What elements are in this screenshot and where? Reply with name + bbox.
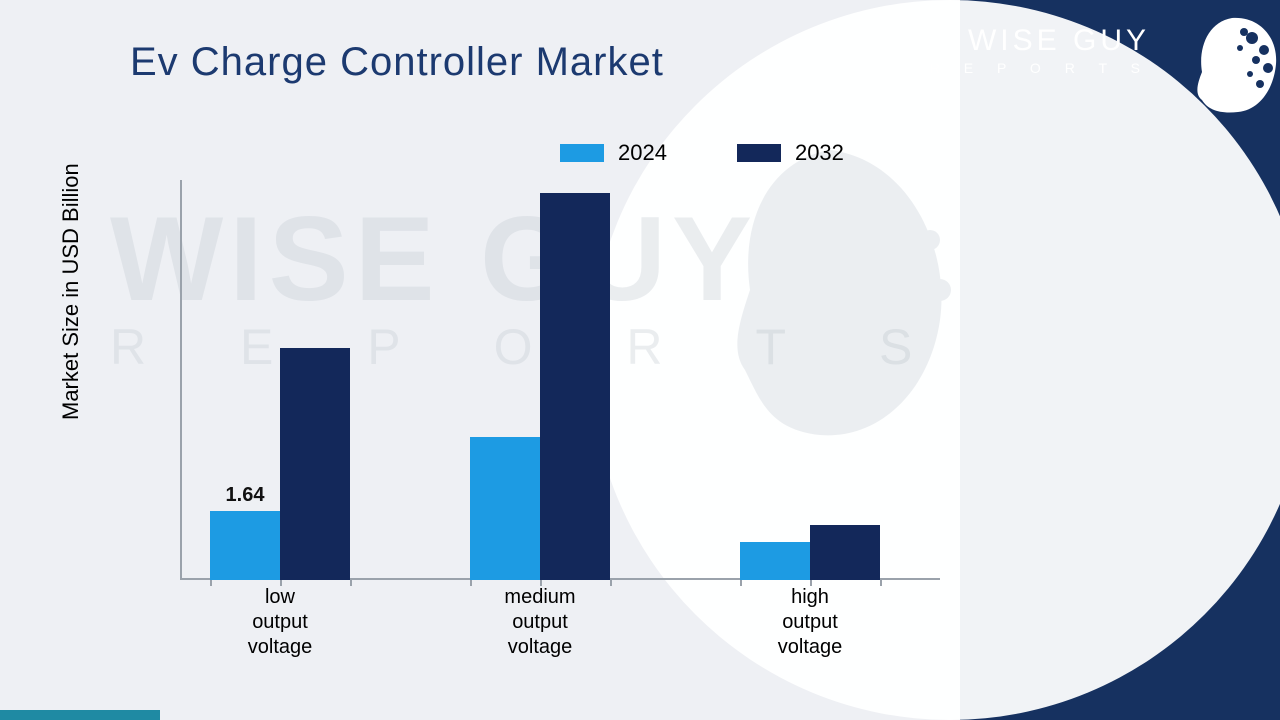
- plot-area: 1.64 lowoutputvoltagemediumoutputvoltage…: [180, 180, 940, 580]
- legend-swatch-2024: [560, 144, 604, 162]
- chart-slide: WISE GUY R E P O R T S WISE GUY R E P O …: [0, 0, 1280, 720]
- brand-head-icon: [1190, 14, 1280, 114]
- category-label: mediumoutputvoltage: [450, 585, 630, 660]
- brand-logo: WISE GUY R E P O R T S: [930, 24, 1150, 76]
- bar: [210, 511, 280, 580]
- category-label: lowoutputvoltage: [190, 585, 370, 660]
- legend-label-2032: 2032: [795, 140, 844, 166]
- bar-chart: 1.64 lowoutputvoltagemediumoutputvoltage…: [120, 180, 940, 580]
- bar: [810, 525, 880, 580]
- legend: 2024 2032: [560, 140, 844, 166]
- bar: [540, 193, 610, 580]
- legend-item-2024: 2024: [560, 140, 667, 166]
- legend-label-2024: 2024: [618, 140, 667, 166]
- y-axis-line: [180, 180, 182, 580]
- brand-line1: WISE GUY: [930, 24, 1150, 58]
- footer-accent: [0, 710, 160, 720]
- bar: [280, 348, 350, 580]
- legend-item-2032: 2032: [737, 140, 844, 166]
- brand-line2: R E P O R T S: [930, 60, 1150, 76]
- y-axis-label: Market Size in USD Billion: [58, 163, 84, 420]
- bar: [740, 542, 810, 580]
- bar-value-label: 1.64: [210, 484, 280, 511]
- bar: [470, 437, 540, 580]
- legend-swatch-2032: [737, 144, 781, 162]
- page-title: Ev Charge Controller Market: [130, 40, 664, 85]
- category-label: highoutputvoltage: [720, 585, 900, 660]
